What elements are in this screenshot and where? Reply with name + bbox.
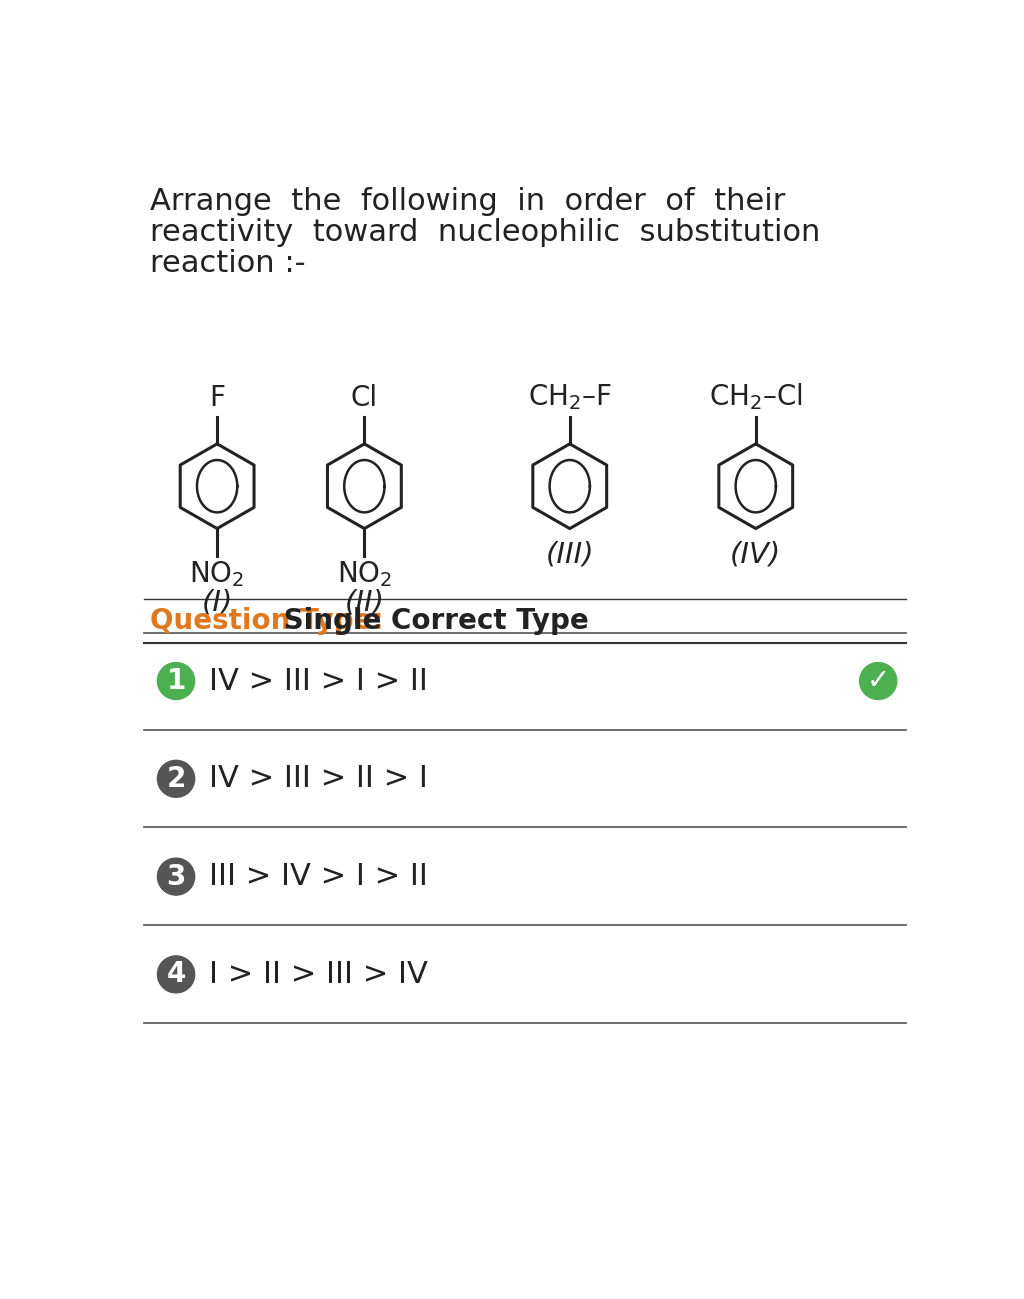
Text: IV > III > I > II: IV > III > I > II: [209, 666, 427, 695]
Text: (III): (III): [546, 540, 594, 568]
Text: 2: 2: [166, 765, 185, 792]
Text: Question Type:: Question Type:: [150, 607, 383, 635]
Text: (II): (II): [344, 588, 384, 617]
Text: reaction :-: reaction :-: [150, 249, 305, 278]
Text: Arrange  the  following  in  order  of  their: Arrange the following in order of their: [150, 187, 785, 217]
Circle shape: [158, 859, 195, 895]
Text: 1: 1: [167, 666, 185, 695]
Text: I > II > III > IV: I > II > III > IV: [209, 960, 427, 989]
Text: reactivity  toward  nucleophilic  substitution: reactivity toward nucleophilic substitut…: [150, 218, 820, 247]
Text: NO$_2$: NO$_2$: [337, 560, 392, 590]
Text: 3: 3: [166, 863, 185, 891]
Text: 4: 4: [166, 960, 185, 989]
Text: CH$_2$–F: CH$_2$–F: [527, 382, 611, 412]
Text: III > IV > I > II: III > IV > I > II: [209, 863, 427, 891]
Text: (I): (I): [202, 588, 232, 617]
Circle shape: [859, 662, 897, 699]
Circle shape: [158, 956, 195, 992]
Text: CH$_2$–Cl: CH$_2$–Cl: [709, 382, 803, 412]
Circle shape: [158, 760, 195, 798]
Text: NO$_2$: NO$_2$: [189, 560, 245, 590]
Text: IV > III > II > I: IV > III > II > I: [209, 764, 427, 794]
Circle shape: [158, 662, 195, 699]
Text: (IV): (IV): [730, 540, 781, 568]
Text: Cl: Cl: [351, 385, 378, 412]
Text: F: F: [209, 385, 225, 412]
Text: Single Correct Type: Single Correct Type: [274, 607, 589, 635]
Text: ✓: ✓: [866, 666, 890, 695]
